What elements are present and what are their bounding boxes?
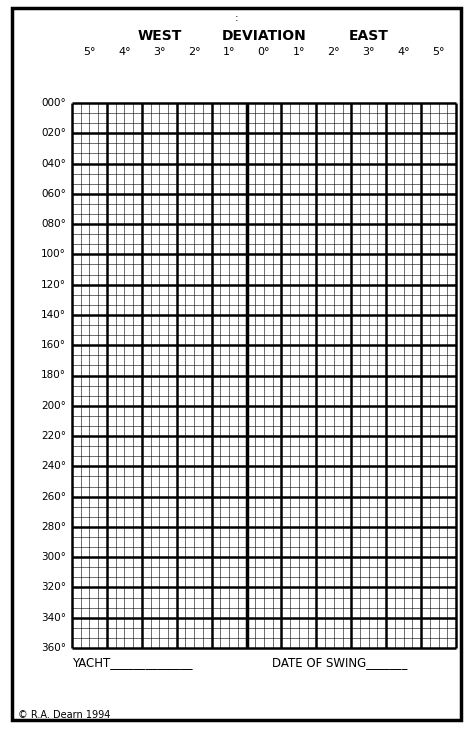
Text: 200°: 200°: [41, 401, 66, 411]
Text: 3°: 3°: [153, 47, 165, 57]
Text: 4°: 4°: [118, 47, 131, 57]
Text: 280°: 280°: [41, 522, 66, 532]
Text: 1°: 1°: [223, 47, 235, 57]
Text: © R.A. Dearn 1994: © R.A. Dearn 1994: [18, 710, 110, 720]
Text: DEVIATION: DEVIATION: [222, 29, 306, 43]
Text: 4°: 4°: [397, 47, 410, 57]
Text: 040°: 040°: [41, 159, 66, 169]
Text: 020°: 020°: [41, 128, 66, 138]
Text: 360°: 360°: [41, 643, 66, 653]
Text: 1°: 1°: [292, 47, 305, 57]
Text: 080°: 080°: [41, 219, 66, 229]
Text: 000°: 000°: [41, 98, 66, 108]
Text: YACHT______________: YACHT______________: [72, 656, 192, 670]
Text: 3°: 3°: [363, 47, 375, 57]
Text: 300°: 300°: [41, 552, 66, 562]
Text: 140°: 140°: [41, 310, 66, 320]
Text: 180°: 180°: [41, 371, 66, 381]
Text: 120°: 120°: [41, 280, 66, 289]
Text: 5°: 5°: [432, 47, 445, 57]
Text: 5°: 5°: [83, 47, 96, 57]
Text: 2°: 2°: [328, 47, 340, 57]
Text: 240°: 240°: [41, 461, 66, 471]
Text: 340°: 340°: [41, 613, 66, 623]
Text: 320°: 320°: [41, 583, 66, 592]
Text: 2°: 2°: [188, 47, 201, 57]
Text: 260°: 260°: [41, 492, 66, 501]
Text: DATE OF SWING_______: DATE OF SWING_______: [272, 656, 407, 670]
Text: 0°: 0°: [258, 47, 270, 57]
Text: 160°: 160°: [41, 340, 66, 350]
Text: 100°: 100°: [41, 249, 66, 260]
Text: 220°: 220°: [41, 431, 66, 441]
Text: EAST: EAST: [349, 29, 389, 43]
Text: WEST: WEST: [137, 29, 182, 43]
Text: 060°: 060°: [41, 189, 66, 199]
Text: :: :: [235, 13, 239, 23]
